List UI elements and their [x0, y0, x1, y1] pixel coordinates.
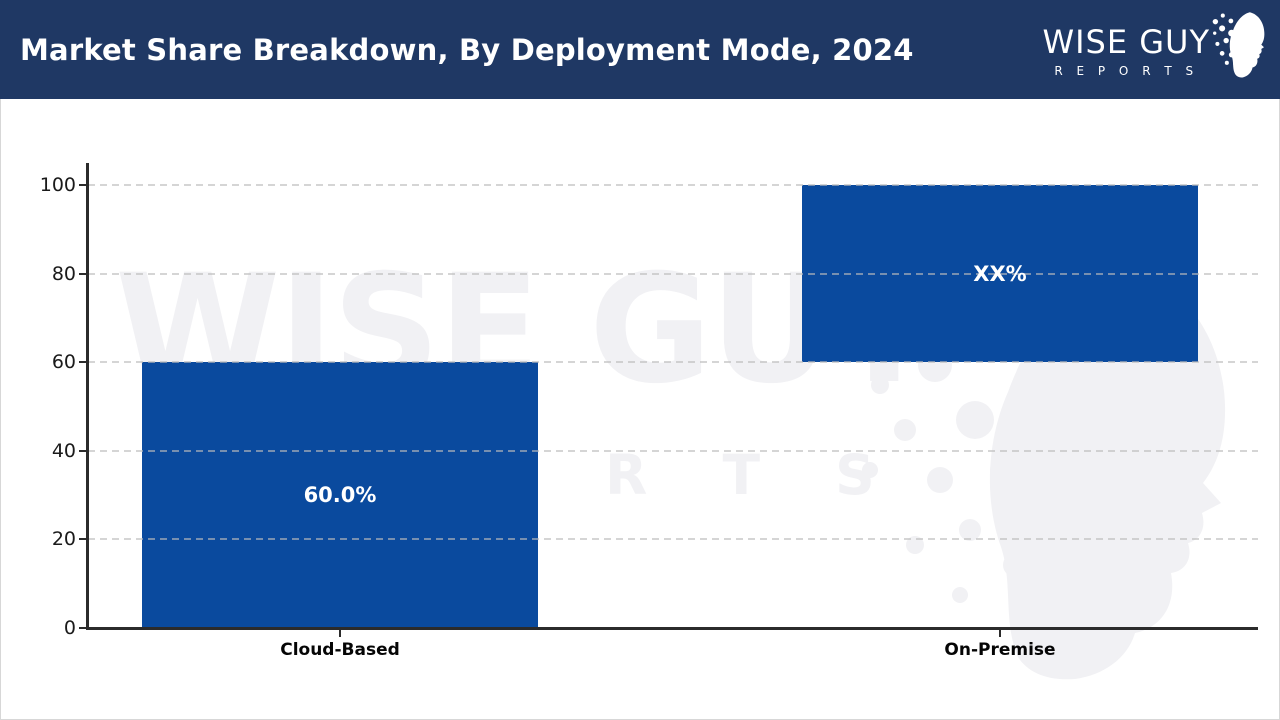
y-tick-mark	[79, 449, 88, 452]
y-tick-mark	[79, 361, 88, 364]
x-tick-mark	[999, 630, 1001, 637]
y-axis-line	[86, 163, 89, 629]
brand-logo: WISE GUY R E P O R T S	[1042, 8, 1266, 92]
y-tick-label: 100	[39, 174, 76, 196]
logo-subtitle: R E P O R T S	[1054, 63, 1199, 78]
bar-value-label: 60.0%	[303, 483, 377, 508]
header-bar: Market Share Breakdown, By Deployment Mo…	[0, 0, 1280, 99]
grid-line	[88, 272, 1258, 275]
logo-face-icon	[1212, 12, 1265, 78]
bar-value-label: XX%	[973, 261, 1027, 286]
y-tick-mark	[79, 538, 88, 541]
grid-line	[88, 184, 1258, 186]
y-tick-mark	[79, 184, 88, 186]
brand-logo-text: WISE GUY R E P O R T S	[1042, 23, 1210, 78]
y-tick-mark	[79, 627, 88, 629]
grid-line	[88, 361, 1258, 364]
watermark-text-2: R T S	[605, 443, 903, 507]
grid-line	[88, 449, 1258, 452]
grid-line	[88, 538, 1258, 541]
x-axis-line	[86, 627, 1258, 630]
y-tick-label: 40	[51, 439, 76, 462]
y-tick-label: 0	[63, 617, 76, 639]
category-label: On-Premise	[944, 640, 1056, 660]
bar-cloud-based	[142, 362, 538, 628]
y-tick-label: 80	[51, 262, 76, 285]
chart-title: Market Share Breakdown, By Deployment Mo…	[20, 32, 914, 67]
x-tick-mark	[339, 630, 341, 637]
category-label: Cloud-Based	[280, 640, 400, 660]
y-tick-mark	[79, 272, 88, 275]
y-tick-label: 20	[51, 528, 76, 551]
y-tick-label: 60	[51, 351, 76, 374]
logo-wordmark: WISE GUY	[1042, 22, 1210, 61]
